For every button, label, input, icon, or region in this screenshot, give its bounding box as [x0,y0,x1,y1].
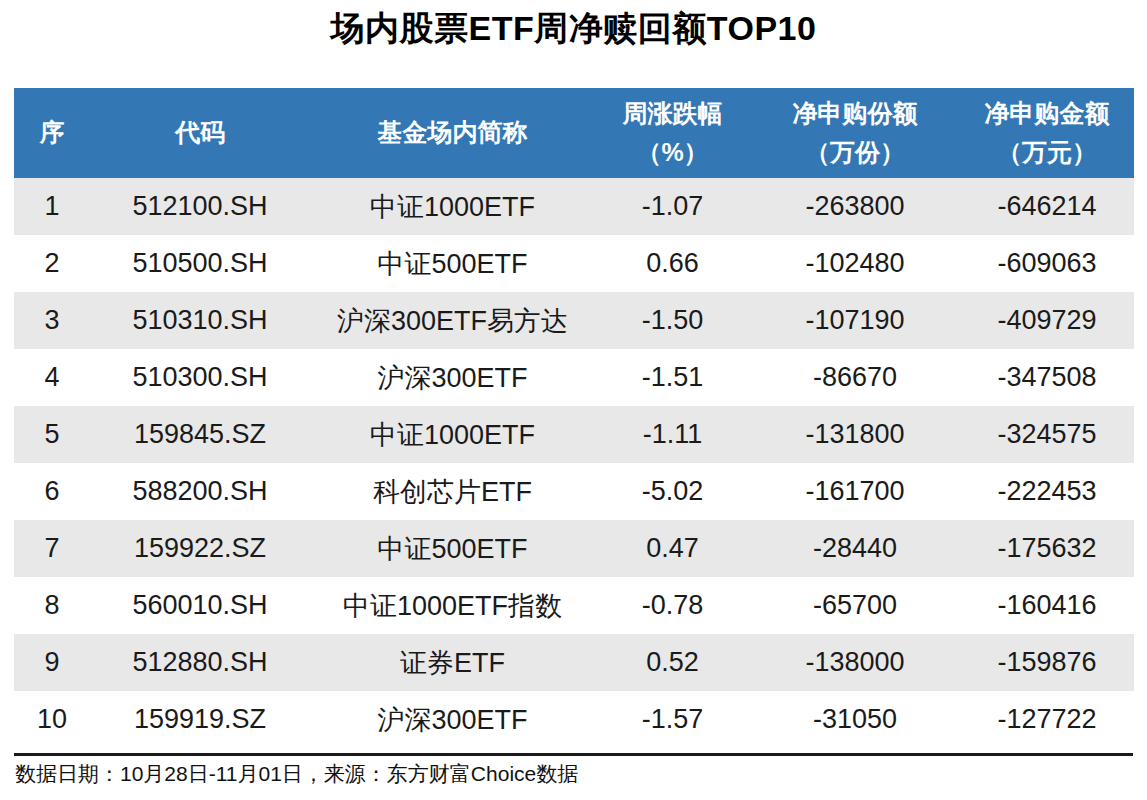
cell-fund-name: 中证1000ETF [310,178,595,235]
cell-net-shares: -161700 [750,463,960,520]
header-fund-name: 基金场内简称 [310,88,595,178]
cell-weekly-change: -0.78 [595,577,750,634]
cell-rank: 10 [14,691,90,748]
table-row: 5 159845.SZ 中证1000ETF -1.11 -131800 -324… [14,406,1134,463]
cell-net-shares: -131800 [750,406,960,463]
header-weekly-change: 周涨跌幅 （%） [595,88,750,178]
cell-rank: 8 [14,577,90,634]
cell-rank: 2 [14,235,90,292]
cell-code: 159922.SZ [90,520,310,577]
cell-fund-name: 中证1000ETF指数 [310,577,595,634]
header-net-shares-sub: （万份） [805,133,905,173]
header-net-shares-label: 净申购份额 [793,94,918,134]
cell-code: 588200.SH [90,463,310,520]
cell-rank: 3 [14,292,90,349]
header-weekly-change-sub: （%） [636,133,708,173]
cell-weekly-change: 0.47 [595,520,750,577]
header-fund-name-label: 基金场内简称 [378,113,528,153]
cell-net-shares: -138000 [750,634,960,691]
cell-weekly-change: -1.51 [595,349,750,406]
header-code: 代码 [90,88,310,178]
table-header-row: 序 代码 基金场内简称 周涨跌幅 （%） 净申购份额 （万份） 净申购金额 （万… [14,88,1134,178]
cell-rank: 1 [14,178,90,235]
table-row: 1 512100.SH 中证1000ETF -1.07 -263800 -646… [14,178,1134,235]
cell-weekly-change: -1.11 [595,406,750,463]
cell-weekly-change: -1.50 [595,292,750,349]
table-row: 10 159919.SZ 沪深300ETF -1.57 -31050 -1277… [14,691,1134,748]
header-rank: 序 [14,88,90,178]
cell-code: 560010.SH [90,577,310,634]
cell-weekly-change: -1.07 [595,178,750,235]
cell-fund-name: 沪深300ETF易方达 [310,292,595,349]
cell-net-shares: -28440 [750,520,960,577]
cell-net-shares: -263800 [750,178,960,235]
cell-fund-name: 中证500ETF [310,520,595,577]
header-rank-label: 序 [40,113,65,153]
cell-rank: 5 [14,406,90,463]
cell-net-amount: -159876 [960,634,1134,691]
cell-rank: 4 [14,349,90,406]
header-code-label: 代码 [175,113,225,153]
cell-weekly-change: -5.02 [595,463,750,520]
cell-weekly-change: 0.66 [595,235,750,292]
table-row: 8 560010.SH 中证1000ETF指数 -0.78 -65700 -16… [14,577,1134,634]
divider-line [14,753,1133,756]
cell-code: 510500.SH [90,235,310,292]
cell-net-shares: -31050 [750,691,960,748]
cell-net-shares: -102480 [750,235,960,292]
cell-fund-name: 证券ETF [310,634,595,691]
header-net-amount: 净申购金额 （万元） [960,88,1134,178]
header-net-amount-sub: （万元） [997,133,1097,173]
etf-table: 序 代码 基金场内简称 周涨跌幅 （%） 净申购份额 （万份） 净申购金额 （万… [14,88,1134,748]
cell-fund-name: 沪深300ETF [310,349,595,406]
table-row: 4 510300.SH 沪深300ETF -1.51 -86670 -34750… [14,349,1134,406]
cell-rank: 9 [14,634,90,691]
cell-code: 510310.SH [90,292,310,349]
table-row: 2 510500.SH 中证500ETF 0.66 -102480 -60906… [14,235,1134,292]
cell-net-shares: -86670 [750,349,960,406]
cell-weekly-change: -1.57 [595,691,750,748]
cell-fund-name: 中证1000ETF [310,406,595,463]
cell-net-shares: -107190 [750,292,960,349]
cell-net-amount: -646214 [960,178,1134,235]
page-title: 场内股票ETF周净赎回额TOP10 [0,6,1147,52]
header-net-shares: 净申购份额 （万份） [750,88,960,178]
cell-net-amount: -222453 [960,463,1134,520]
cell-net-amount: -175632 [960,520,1134,577]
header-weekly-change-label: 周涨跌幅 [623,94,723,134]
cell-code: 510300.SH [90,349,310,406]
cell-weekly-change: 0.52 [595,634,750,691]
cell-net-amount: -160416 [960,577,1134,634]
cell-fund-name: 科创芯片ETF [310,463,595,520]
cell-code: 512880.SH [90,634,310,691]
cell-net-amount: -324575 [960,406,1134,463]
table-row: 9 512880.SH 证券ETF 0.52 -138000 -159876 [14,634,1134,691]
table-row: 6 588200.SH 科创芯片ETF -5.02 -161700 -22245… [14,463,1134,520]
cell-rank: 7 [14,520,90,577]
table-row: 3 510310.SH 沪深300ETF易方达 -1.50 -107190 -4… [14,292,1134,349]
cell-net-amount: -409729 [960,292,1134,349]
cell-fund-name: 中证500ETF [310,235,595,292]
cell-code: 159919.SZ [90,691,310,748]
table-row: 7 159922.SZ 中证500ETF 0.47 -28440 -175632 [14,520,1134,577]
footer-note: 数据日期：10月28日-11月01日，来源：东方财富Choice数据 [15,760,578,788]
cell-code: 159845.SZ [90,406,310,463]
cell-net-amount: -127722 [960,691,1134,748]
cell-rank: 6 [14,463,90,520]
cell-code: 512100.SH [90,178,310,235]
cell-fund-name: 沪深300ETF [310,691,595,748]
header-net-amount-label: 净申购金额 [985,94,1110,134]
cell-net-amount: -347508 [960,349,1134,406]
cell-net-shares: -65700 [750,577,960,634]
cell-net-amount: -609063 [960,235,1134,292]
